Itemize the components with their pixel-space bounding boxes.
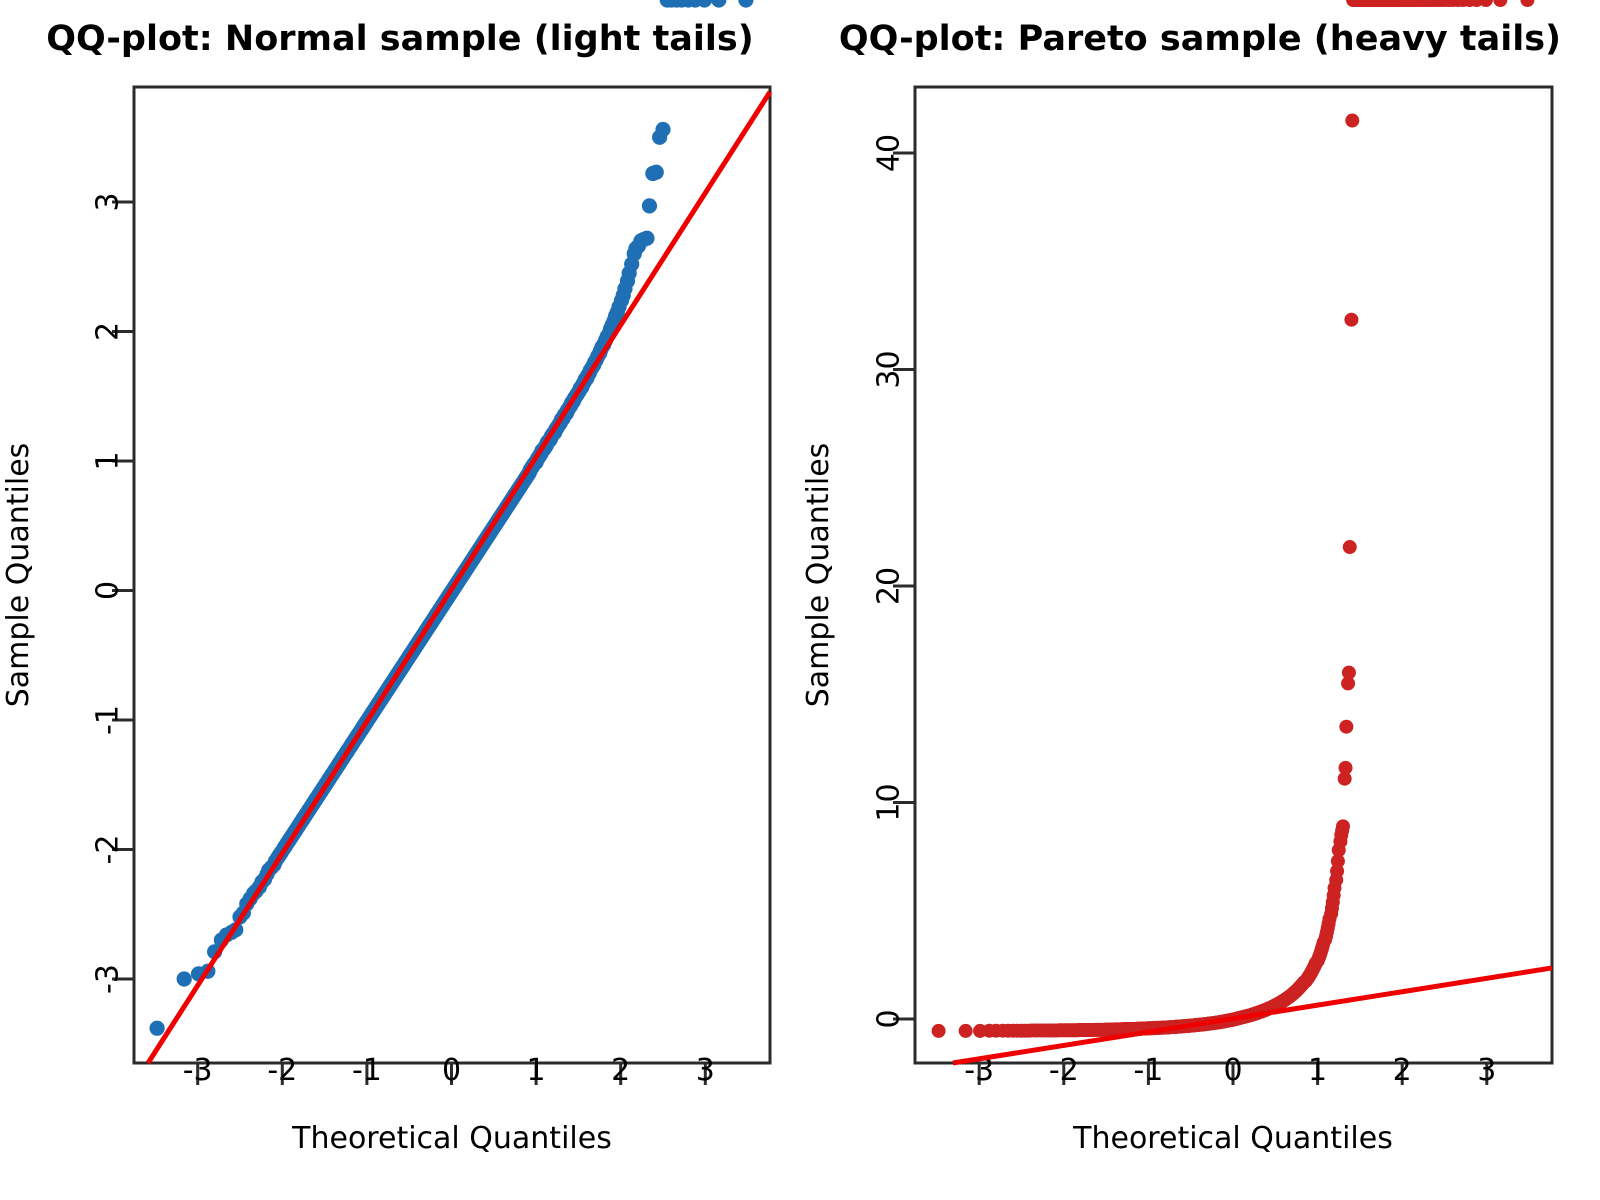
data-point xyxy=(1341,665,1356,680)
data-point xyxy=(641,198,658,214)
data-point xyxy=(176,971,192,987)
x-tick-label: 3 xyxy=(696,1053,715,1088)
data-point xyxy=(958,1023,973,1038)
y-axis-ticks xyxy=(893,151,915,1021)
y-tick-label: 30 xyxy=(872,350,907,388)
x-tick-label: -2 xyxy=(1049,1053,1079,1088)
x-tick-label: 1 xyxy=(1308,1053,1327,1088)
y-tick-label: 1 xyxy=(91,451,126,470)
y-axis-title: Sample Quantiles xyxy=(801,443,836,708)
data-point xyxy=(1344,312,1359,327)
scatter-points xyxy=(149,0,754,1036)
data-point xyxy=(711,0,727,8)
data-point xyxy=(1345,113,1360,128)
scatter-points xyxy=(931,0,1535,1038)
x-tick-label: -1 xyxy=(352,1053,382,1088)
normal-qqplot-svg: QQ-plot: Normal sample (light tails) -3-… xyxy=(1,0,773,1156)
data-point xyxy=(738,0,754,8)
y-tick-label: 10 xyxy=(872,783,907,821)
y-tick-label: 0 xyxy=(872,1009,907,1028)
y-tick-label: -2 xyxy=(91,835,126,865)
panel-pareto-qqplot: QQ-plot: Pareto sample (heavy tails) -3-… xyxy=(800,0,1600,1200)
data-point xyxy=(1520,0,1535,7)
y-tick-label: 40 xyxy=(872,134,907,172)
y-tick-label: 2 xyxy=(91,322,126,341)
y-tick-label: 0 xyxy=(91,581,126,600)
x-tick-labels: -3 -2 -1 0 1 2 3 xyxy=(964,1053,1496,1088)
data-point xyxy=(1341,676,1356,691)
data-point xyxy=(648,164,664,180)
x-tick-label: 2 xyxy=(611,1053,630,1088)
data-point xyxy=(655,121,671,138)
x-axis-title: Theoretical Quantiles xyxy=(291,1121,612,1156)
plot-frame xyxy=(132,85,772,1065)
y-tick-label: 3 xyxy=(91,192,126,211)
y-axis-ticks xyxy=(112,200,134,981)
data-point xyxy=(696,0,713,8)
y-tick-label: 20 xyxy=(872,567,907,605)
y-tick-labels: 0 10 20 30 40 xyxy=(872,134,907,1029)
x-axis-ticks xyxy=(977,1063,1489,1085)
plot-frame xyxy=(913,85,1554,1065)
data-point xyxy=(1335,819,1350,834)
x-axis-ticks xyxy=(196,1063,707,1085)
x-tick-labels: -3 -2 -1 0 1 2 3 xyxy=(183,1053,715,1088)
x-tick-label: -1 xyxy=(1133,1053,1163,1088)
pareto-qqplot-svg: QQ-plot: Pareto sample (heavy tails) -3-… xyxy=(801,0,1561,1156)
y-axis-title: Sample Quantiles xyxy=(1,443,36,708)
panel-title-pareto: QQ-plot: Pareto sample (heavy tails) xyxy=(839,19,1561,59)
data-point xyxy=(931,1023,946,1038)
x-tick-label: 1 xyxy=(527,1053,546,1088)
y-tick-labels: -3 -2 -1 0 1 2 3 xyxy=(91,192,126,994)
x-tick-label: 2 xyxy=(1393,1053,1412,1088)
data-point xyxy=(1493,0,1508,7)
data-point xyxy=(1330,854,1345,869)
data-point xyxy=(1337,771,1352,786)
x-tick-label: 0 xyxy=(442,1053,461,1088)
y-tick-label: -3 xyxy=(91,964,126,994)
y-tick-label: -1 xyxy=(91,705,126,735)
x-axis-title: Theoretical Quantiles xyxy=(1072,1121,1393,1156)
qq-reference-line xyxy=(952,965,1553,1066)
qq-reference-line xyxy=(145,90,773,1065)
panel-normal-qqplot: QQ-plot: Normal sample (light tails) -3-… xyxy=(1,0,773,1156)
x-tick-label: -2 xyxy=(267,1053,297,1088)
x-tick-label: 3 xyxy=(1477,1053,1496,1088)
data-point xyxy=(1478,0,1493,7)
data-point xyxy=(639,230,655,246)
panel-title-normal: QQ-plot: Normal sample (light tails) xyxy=(46,19,754,59)
data-point xyxy=(149,1020,165,1036)
x-tick-label: -3 xyxy=(183,1053,213,1088)
x-tick-label: 0 xyxy=(1223,1053,1242,1088)
data-point xyxy=(1338,760,1353,775)
data-point xyxy=(1339,719,1354,734)
data-point xyxy=(1342,540,1357,555)
